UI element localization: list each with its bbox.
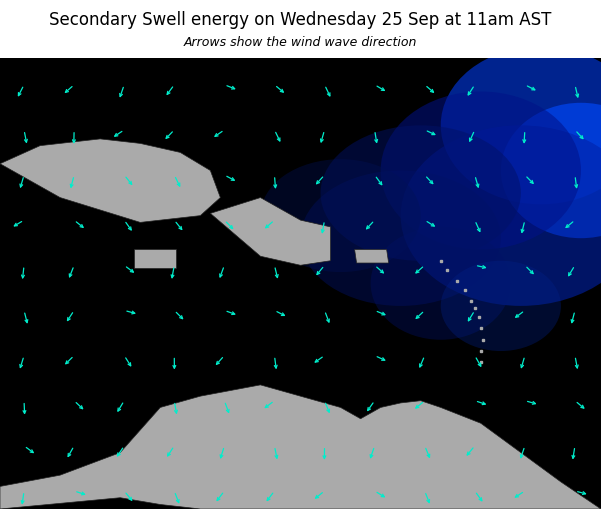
Ellipse shape xyxy=(380,92,581,250)
Text: Secondary Swell energy on Wednesday 25 Sep at 11am AST: Secondary Swell energy on Wednesday 25 S… xyxy=(49,11,552,29)
Ellipse shape xyxy=(501,104,601,239)
Ellipse shape xyxy=(371,228,511,340)
Ellipse shape xyxy=(260,160,421,272)
Polygon shape xyxy=(355,250,389,264)
Ellipse shape xyxy=(401,126,601,306)
Polygon shape xyxy=(0,385,601,509)
Polygon shape xyxy=(0,139,221,223)
Ellipse shape xyxy=(441,47,601,205)
Polygon shape xyxy=(210,198,331,266)
Ellipse shape xyxy=(300,171,501,306)
Polygon shape xyxy=(134,250,176,268)
Ellipse shape xyxy=(441,261,561,351)
Ellipse shape xyxy=(320,126,521,261)
Text: Arrows show the wind wave direction: Arrows show the wind wave direction xyxy=(184,36,417,49)
